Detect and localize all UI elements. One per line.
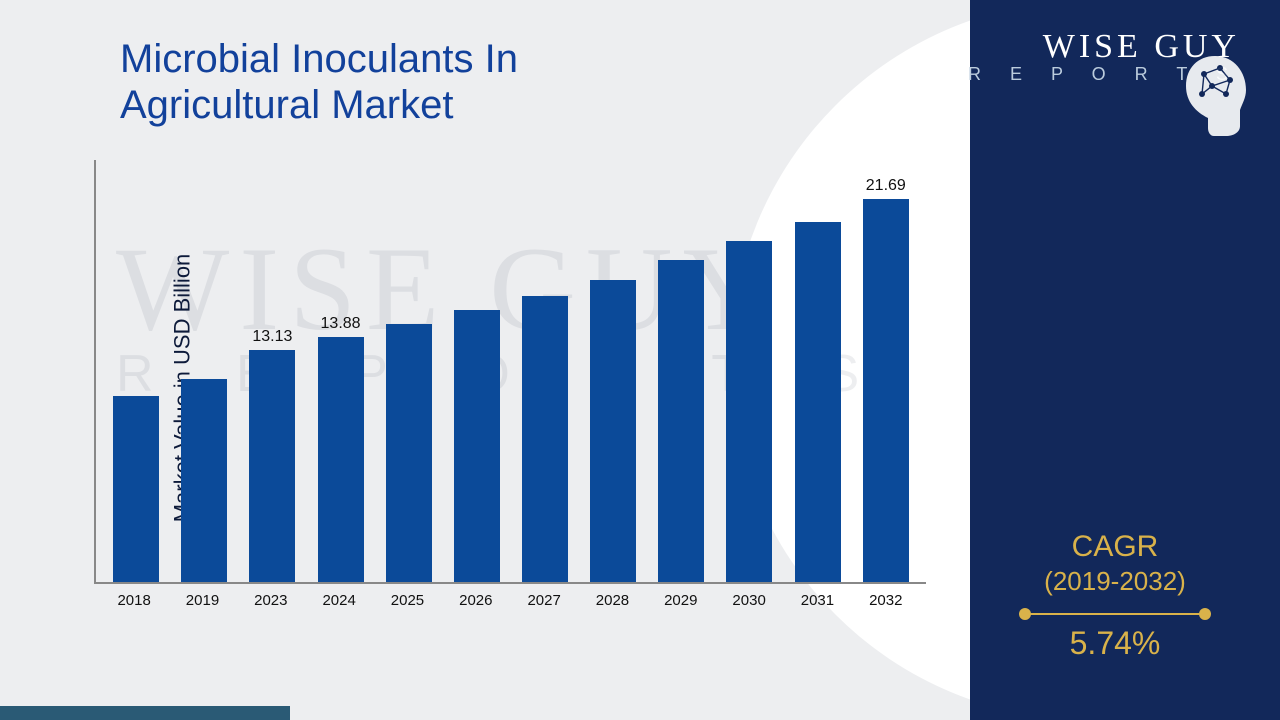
- bar-2030: [718, 219, 780, 582]
- x-tick-label: 2018: [103, 586, 165, 616]
- x-tick-label: 2032: [855, 586, 917, 616]
- x-tick-label: 2027: [513, 586, 575, 616]
- bar: [522, 296, 568, 582]
- x-tick-label: 2019: [171, 586, 233, 616]
- bar: [181, 379, 227, 582]
- bar-value-label: 21.69: [866, 177, 906, 195]
- bar-value-label: 13.13: [252, 328, 292, 346]
- bar: [590, 280, 636, 582]
- bar-2028: [582, 258, 644, 582]
- x-axis-labels: 2018201920232024202520262027202820292030…: [94, 586, 926, 616]
- bar-chart: WISE GUY R E P O R T S Market Value in U…: [56, 160, 926, 616]
- bar-2019: [173, 357, 235, 582]
- bar-2031: [787, 200, 849, 582]
- logo-head-icon: [1180, 54, 1250, 138]
- x-tick-label: 2028: [581, 586, 643, 616]
- chart-title: Microbial Inoculants In Agricultural Mar…: [120, 36, 680, 128]
- x-tick-label: 2025: [376, 586, 438, 616]
- cagr-divider: [1025, 613, 1205, 615]
- bar-2027: [514, 274, 576, 582]
- cagr-callout: CAGR (2019-2032) 5.74%: [1010, 530, 1220, 662]
- cagr-range: (2019-2032): [1010, 566, 1220, 597]
- bars-container: 13.13 13.88 21.69: [96, 160, 926, 582]
- x-tick-label: 2023: [240, 586, 302, 616]
- cagr-title: CAGR: [1010, 530, 1220, 564]
- bar-2032: 21.69: [855, 177, 917, 582]
- bar: [658, 260, 704, 582]
- cagr-value: 5.74%: [1010, 625, 1220, 662]
- x-tick-label: 2031: [786, 586, 848, 616]
- bar-2024: 13.88: [310, 315, 372, 582]
- bar-2026: [446, 288, 508, 582]
- x-tick-label: 2029: [650, 586, 712, 616]
- bar-value-label: 13.88: [321, 315, 361, 333]
- bar: [113, 396, 159, 582]
- bar: [863, 199, 909, 582]
- x-tick-label: 2026: [445, 586, 507, 616]
- bar: [726, 241, 772, 582]
- bar: [249, 350, 295, 582]
- bottom-accent-strip: [0, 706, 290, 720]
- x-tick-label: 2030: [718, 586, 780, 616]
- report-canvas: WISE GUY R E P O R T S Microbial Inocula…: [0, 0, 1280, 720]
- bar: [318, 337, 364, 582]
- bar-2023: 13.13: [241, 328, 303, 582]
- bar: [795, 222, 841, 582]
- bar-2025: [378, 302, 440, 582]
- bar-2029: [650, 238, 712, 582]
- bar: [454, 310, 500, 582]
- x-tick-label: 2024: [308, 586, 370, 616]
- bar: [386, 324, 432, 582]
- bar-2018: [105, 374, 167, 582]
- brand-logo: WISE GUY R E P O R T S: [968, 28, 1240, 85]
- plot-area: 13.13 13.88 21.69: [94, 160, 926, 584]
